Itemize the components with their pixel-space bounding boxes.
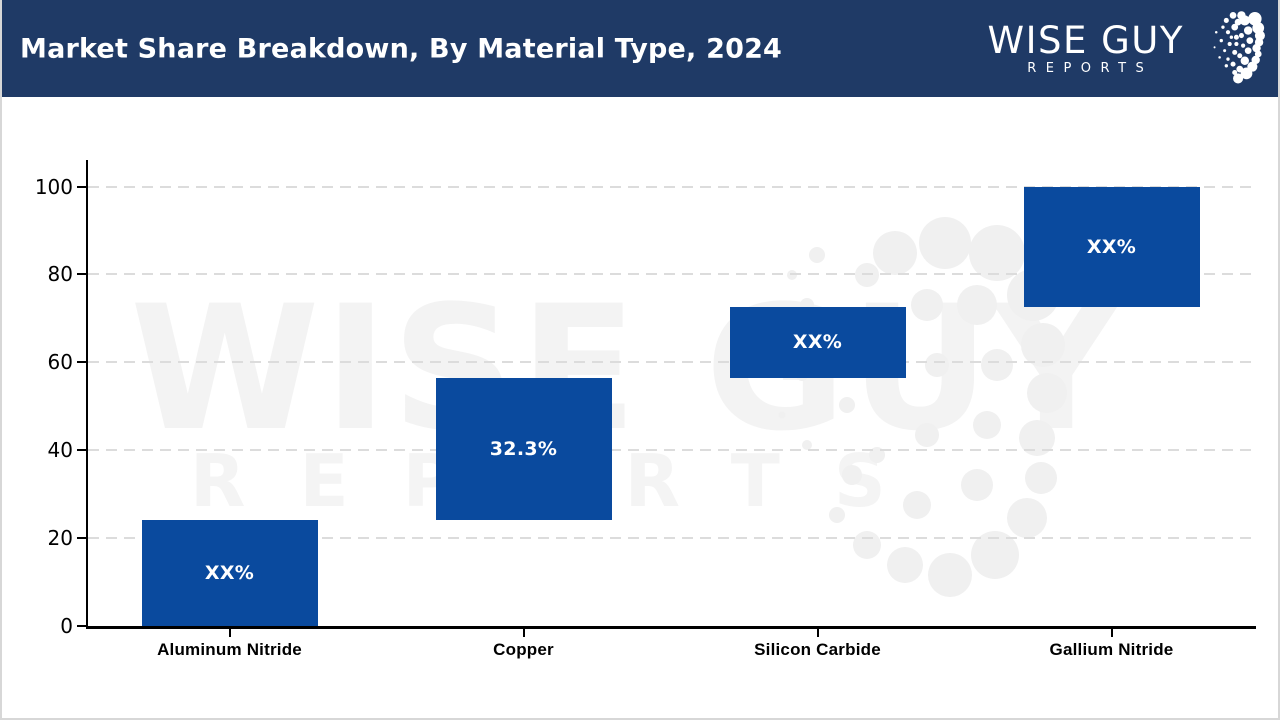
y-gridline-80 [88, 273, 1256, 276]
y-tick-mark-40 [77, 449, 86, 452]
dotted-face-logo-icon [1213, 11, 1265, 84]
y-tick-label-40: 40 [47, 438, 73, 463]
bar-segment-copper: 32.3% [435, 377, 612, 520]
y-tick-mark-20 [77, 537, 86, 540]
y-tick-label-100: 100 [34, 174, 73, 199]
y-tick-mark-100 [77, 185, 86, 188]
x-tick-mark-2 [816, 629, 819, 637]
header-bar: Market Share Breakdown, By Material Type… [0, 0, 1280, 97]
brand-logo-text: WISE GUY REPORTS [987, 18, 1184, 77]
bar-value-label: XX% [1086, 235, 1137, 258]
brand-logo: WISE GUY REPORTS [988, 7, 1270, 91]
y-gridline-100 [88, 185, 1256, 188]
y-tick-label-0: 0 [60, 614, 73, 638]
y-gridline-60 [88, 361, 1256, 364]
x-category-label-3: Gallium Nitride [1049, 640, 1174, 659]
y-tick-label-80: 80 [47, 262, 73, 287]
x-category-label-0: Aluminum Nitride [157, 640, 302, 659]
bar-value-label: XX% [204, 561, 255, 584]
y-tick-mark-60 [77, 361, 86, 364]
watermark-wiseguy-text: WISE GUY [130, 268, 1123, 469]
bar-segment-gallium-nitride: XX% [1023, 186, 1200, 307]
x-tick-mark-3 [1110, 629, 1113, 637]
logo-wiseguy-label: WISE GUY [987, 18, 1184, 62]
logo-reports-label: REPORTS [1027, 61, 1154, 77]
y-tick-label-20: 20 [47, 526, 73, 551]
y-axis-line [86, 160, 88, 629]
y-gridline-20 [88, 537, 1256, 540]
x-tick-mark-0 [228, 629, 231, 637]
bar-value-label: 32.3% [489, 437, 558, 460]
x-tick-mark-1 [522, 629, 525, 637]
x-category-label-1: Copper [493, 640, 554, 659]
x-axis-line [86, 626, 1256, 629]
bar-segment-silicon-carbide: XX% [729, 306, 906, 378]
bar-segment-aluminum-nitride: XX% [141, 519, 318, 626]
watermark-dotted-face-icon [778, 217, 1067, 597]
page-title: Market Share Breakdown, By Material Type… [20, 33, 783, 64]
y-tick-mark-0 [77, 625, 86, 627]
y-gridline-40 [88, 449, 1256, 452]
y-tick-mark-80 [77, 273, 86, 276]
y-tick-label-60: 60 [47, 350, 73, 375]
bar-value-label: XX% [792, 331, 843, 354]
x-category-label-2: Silicon Carbide [754, 640, 881, 659]
